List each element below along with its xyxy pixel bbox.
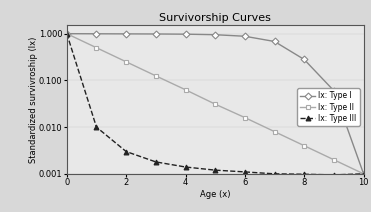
lx: Type III: (2, 0.003): Type III: (2, 0.003) — [124, 150, 128, 153]
Title: Survivorship Curves: Survivorship Curves — [159, 13, 271, 23]
lx: Type I: (5, 0.95): Type I: (5, 0.95) — [213, 33, 217, 36]
lx: Type III: (9, 0.00095): Type III: (9, 0.00095) — [332, 174, 336, 176]
lx: Type II: (10, 0.001): Type II: (10, 0.001) — [361, 173, 366, 175]
lx: Type III: (4, 0.0014): Type III: (4, 0.0014) — [183, 166, 188, 168]
lx: Type II: (5, 0.031): Type II: (5, 0.031) — [213, 103, 217, 105]
lx: Type III: (6, 0.0011): Type III: (6, 0.0011) — [243, 171, 247, 173]
lx: Type III: (5, 0.0012): Type III: (5, 0.0012) — [213, 169, 217, 172]
Y-axis label: Standardized survivroship (lx): Standardized survivroship (lx) — [29, 36, 37, 163]
lx: Type I: (0, 1): Type I: (0, 1) — [65, 32, 69, 35]
lx: Type I: (8, 0.28): Type I: (8, 0.28) — [302, 58, 306, 61]
lx: Type I: (3, 0.985): Type I: (3, 0.985) — [154, 33, 158, 35]
lx: Type III: (7, 0.001): Type III: (7, 0.001) — [272, 173, 277, 175]
lx: Type II: (8, 0.004): Type II: (8, 0.004) — [302, 144, 306, 147]
lx: Type II: (7, 0.008): Type II: (7, 0.008) — [272, 130, 277, 133]
lx: Type II: (4, 0.063): Type II: (4, 0.063) — [183, 88, 188, 91]
lx: Type I: (2, 0.99): Type I: (2, 0.99) — [124, 33, 128, 35]
lx: Type II: (3, 0.125): Type II: (3, 0.125) — [154, 75, 158, 77]
X-axis label: Age (x): Age (x) — [200, 190, 230, 199]
lx: Type I: (1, 0.995): Type I: (1, 0.995) — [94, 32, 99, 35]
lx: Type III: (8, 0.00098): Type III: (8, 0.00098) — [302, 173, 306, 176]
lx: Type I: (9, 0.06): Type I: (9, 0.06) — [332, 89, 336, 92]
lx: Type III: (0, 1): Type III: (0, 1) — [65, 32, 69, 35]
Line: lx: Type III: lx: Type III — [64, 31, 366, 177]
lx: Type II: (9, 0.002): Type II: (9, 0.002) — [332, 159, 336, 161]
Line: lx: Type I: lx: Type I — [64, 31, 366, 176]
lx: Type I: (10, 0.001): Type I: (10, 0.001) — [361, 173, 366, 175]
lx: Type III: (1, 0.01): Type III: (1, 0.01) — [94, 126, 99, 128]
Line: lx: Type II: lx: Type II — [64, 31, 366, 176]
lx: Type I: (4, 0.975): Type I: (4, 0.975) — [183, 33, 188, 35]
lx: Type III: (3, 0.0018): Type III: (3, 0.0018) — [154, 161, 158, 163]
Legend: lx: Type I, lx: Type II, lx: Type III: lx: Type I, lx: Type II, lx: Type III — [297, 88, 360, 126]
lx: Type II: (0, 1): Type II: (0, 1) — [65, 32, 69, 35]
lx: Type I: (7, 0.68): Type I: (7, 0.68) — [272, 40, 277, 43]
lx: Type II: (2, 0.25): Type II: (2, 0.25) — [124, 61, 128, 63]
lx: Type II: (6, 0.016): Type II: (6, 0.016) — [243, 116, 247, 119]
lx: Type II: (1, 0.5): Type II: (1, 0.5) — [94, 46, 99, 49]
lx: Type III: (10, 0.001): Type III: (10, 0.001) — [361, 173, 366, 175]
lx: Type I: (6, 0.88): Type I: (6, 0.88) — [243, 35, 247, 38]
